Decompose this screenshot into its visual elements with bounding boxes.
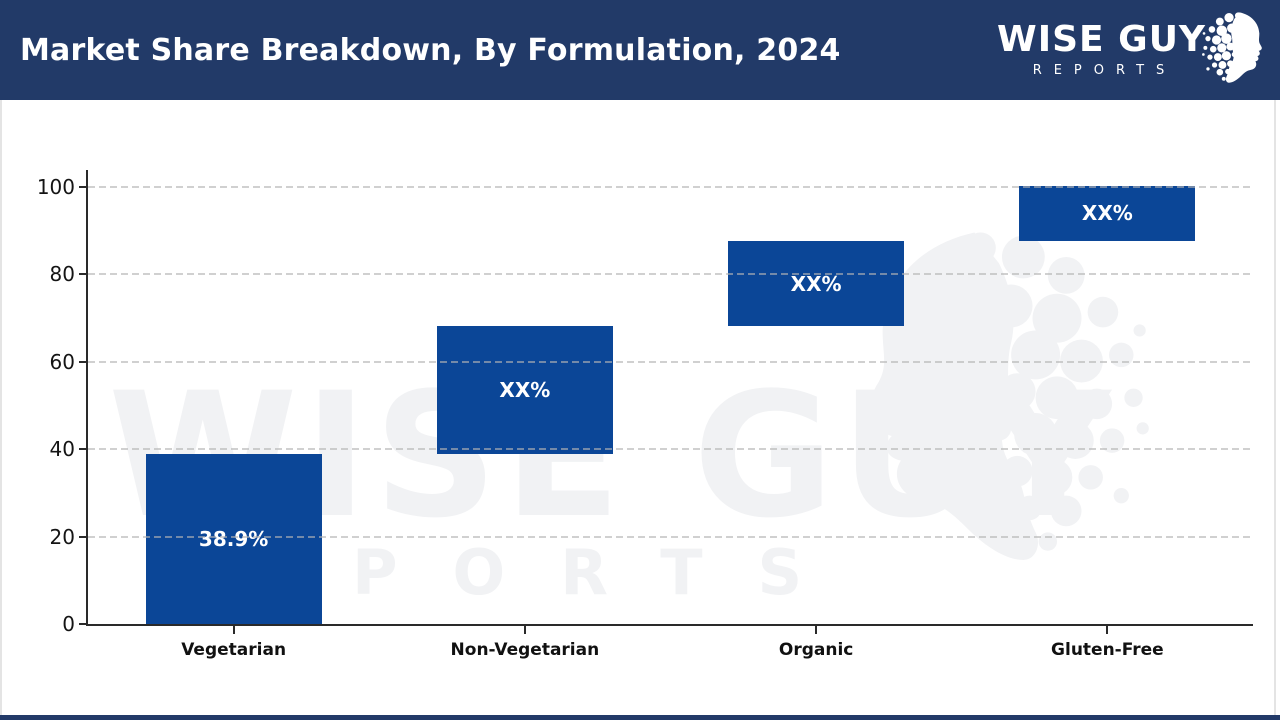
x-tick-label: Non-Vegetarian	[450, 640, 600, 660]
bar-value-label: XX%	[499, 378, 551, 403]
bar-value-label: XX%	[790, 271, 842, 296]
y-tick-label: 20	[49, 524, 75, 549]
gridline-80	[88, 273, 1253, 276]
wise-guy-logo: WISE GUY REPORTS	[997, 6, 1266, 94]
x-tick-mark	[523, 626, 526, 634]
y-tick-label: 80	[49, 262, 75, 287]
y-axis-spine	[86, 170, 88, 626]
y-tick-mark	[79, 360, 87, 363]
bar-value-label: XX%	[1081, 201, 1133, 226]
y-tick-mark	[79, 186, 87, 188]
bar-organic: XX%	[728, 241, 905, 327]
x-tick-label: Vegetarian	[181, 640, 287, 660]
gridline-100	[88, 186, 1253, 188]
bar-vegetarian: 38.9%	[145, 454, 322, 624]
header: Market Share Breakdown, By Formulation, …	[0, 0, 1280, 100]
y-tick-mark	[79, 273, 87, 276]
y-tick-mark	[79, 448, 87, 451]
y-tick-label: 60	[49, 349, 75, 374]
left-frame-line	[0, 100, 2, 715]
x-tick-label: Gluten-Free	[1051, 640, 1164, 660]
logo-text: WISE GUY REPORTS	[996, 19, 1206, 79]
x-tick-mark	[232, 626, 235, 634]
right-frame-line	[1274, 100, 1276, 715]
x-tick-mark	[815, 626, 818, 634]
y-tick-label: 100	[36, 175, 75, 199]
y-tick-label: 40	[49, 437, 75, 462]
page-title: Market Share Breakdown, By Formulation, …	[20, 32, 841, 68]
gridline-60	[88, 360, 1253, 363]
bar-value-label: 38.9%	[198, 526, 269, 551]
x-axis-spine	[86, 624, 1253, 626]
y-tick-mark	[79, 623, 87, 625]
gridline-40	[88, 448, 1253, 451]
bar-gluten-free: XX%	[1019, 185, 1196, 242]
y-tick-label: 0	[62, 612, 75, 636]
x-tick-mark	[1106, 626, 1109, 634]
bar-non-vegetarian: XX%	[436, 326, 613, 454]
logo-subtitle: REPORTS	[1032, 63, 1177, 78]
x-tick-label: Organic	[778, 640, 854, 660]
logo-wordmark: WISE GUY	[996, 19, 1206, 60]
gridline-20	[88, 535, 1253, 538]
y-tick-mark	[79, 535, 87, 538]
dotted-face-icon	[1200, 11, 1266, 90]
footer-bar	[0, 715, 1280, 720]
